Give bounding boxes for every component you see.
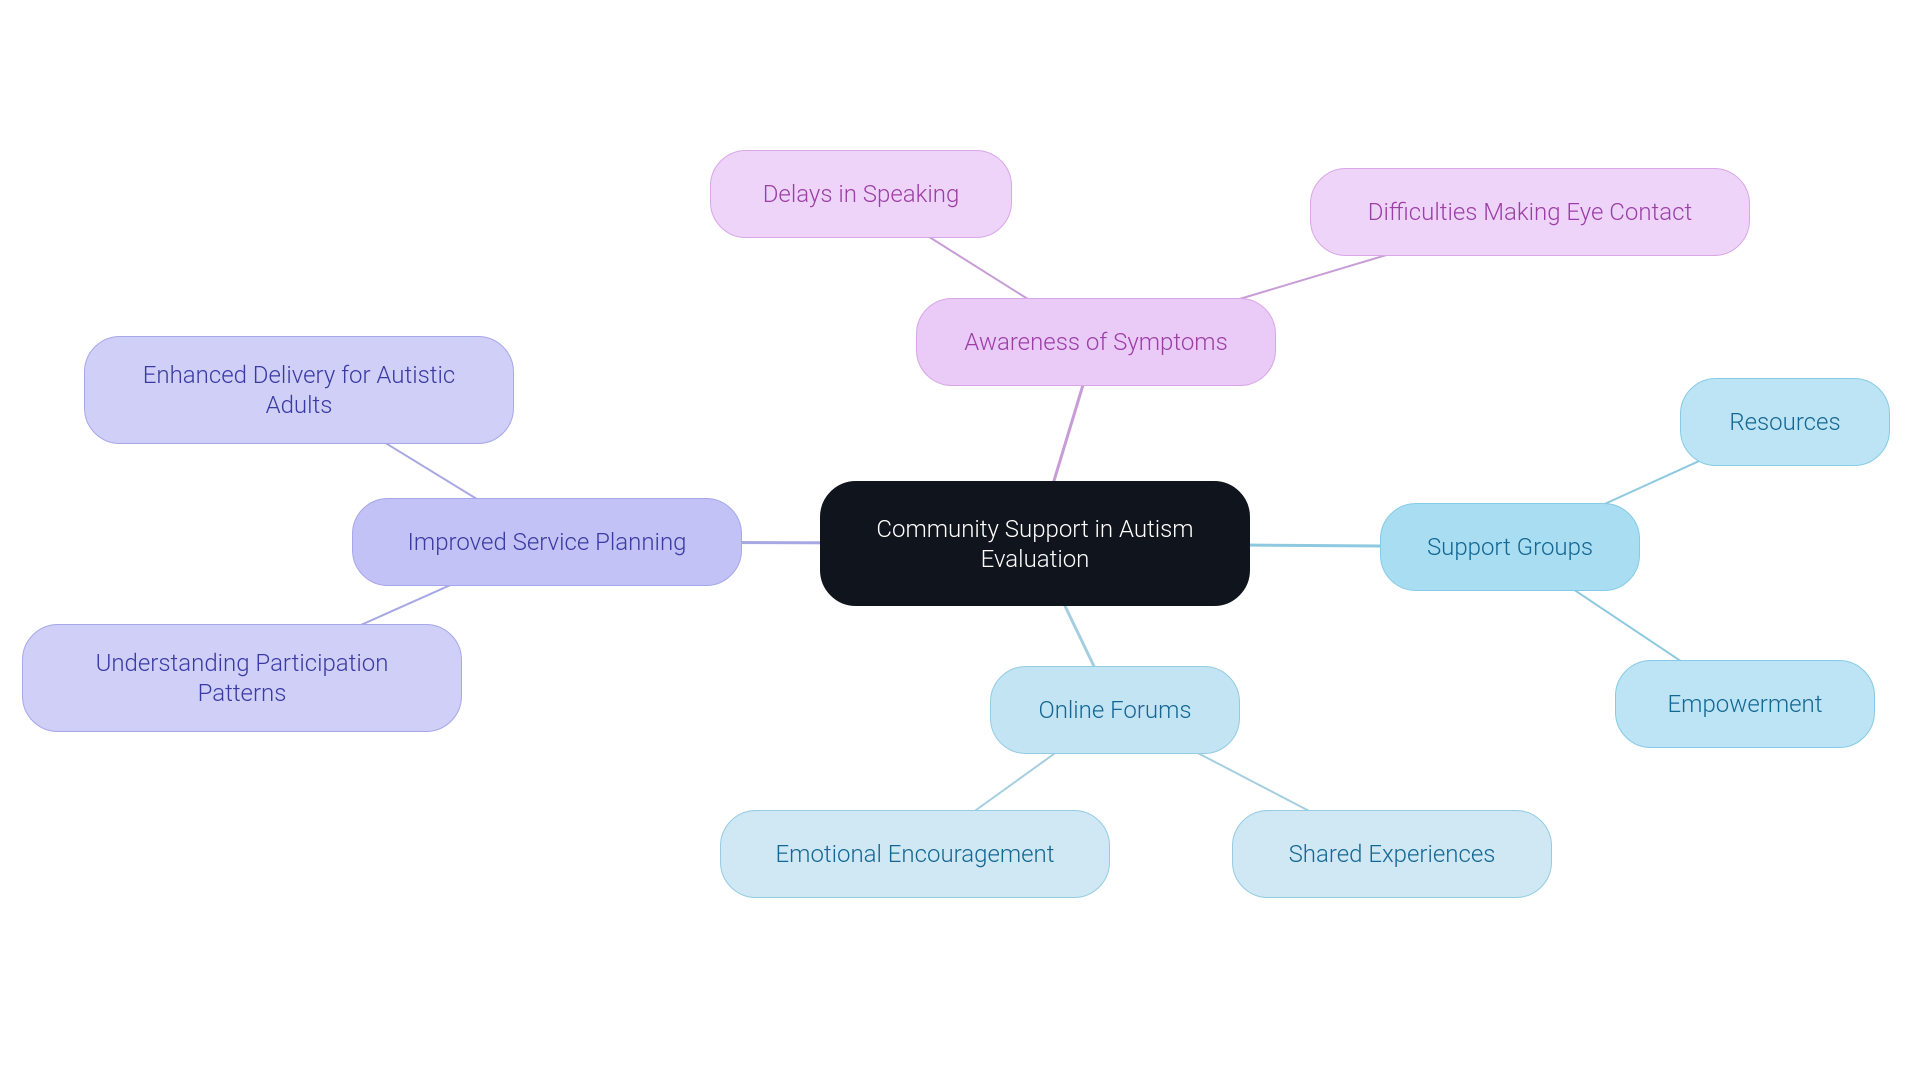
node-label-awareness: Awareness of Symptoms bbox=[964, 327, 1228, 357]
node-label-support: Support Groups bbox=[1427, 532, 1593, 562]
node-planning: Improved Service Planning bbox=[352, 498, 742, 586]
node-label-enhanced: Enhanced Delivery for Autistic Adults bbox=[113, 360, 485, 420]
node-awareness: Awareness of Symptoms bbox=[916, 298, 1276, 386]
node-label-eye: Difficulties Making Eye Contact bbox=[1368, 197, 1692, 227]
node-empower: Empowerment bbox=[1615, 660, 1875, 748]
node-delays: Delays in Speaking bbox=[710, 150, 1012, 238]
node-label-planning: Improved Service Planning bbox=[408, 527, 687, 557]
node-label-resources: Resources bbox=[1729, 407, 1840, 437]
node-resources: Resources bbox=[1680, 378, 1890, 466]
mindmap-canvas: Community Support in Autism Evaluation Aw… bbox=[0, 0, 1920, 1083]
node-emotional: Emotional Encouragement bbox=[720, 810, 1110, 898]
node-shared: Shared Experiences bbox=[1232, 810, 1552, 898]
node-label-delays: Delays in Speaking bbox=[763, 179, 960, 209]
node-label-emotional: Emotional Encouragement bbox=[776, 839, 1055, 869]
node-label-shared: Shared Experiences bbox=[1289, 839, 1496, 869]
node-online: Online Forums bbox=[990, 666, 1240, 754]
node-eye: Difficulties Making Eye Contact bbox=[1310, 168, 1750, 256]
node-understanding: Understanding Participation Patterns bbox=[22, 624, 462, 732]
node-label-understanding: Understanding Participation Patterns bbox=[51, 648, 433, 708]
node-label-empower: Empowerment bbox=[1668, 689, 1823, 719]
node-support: Support Groups bbox=[1380, 503, 1640, 591]
node-enhanced: Enhanced Delivery for Autistic Adults bbox=[84, 336, 514, 444]
node-center: Community Support in Autism Evaluation bbox=[820, 481, 1250, 606]
node-label-center: Community Support in Autism Evaluation bbox=[849, 514, 1221, 574]
node-label-online: Online Forums bbox=[1038, 695, 1191, 725]
